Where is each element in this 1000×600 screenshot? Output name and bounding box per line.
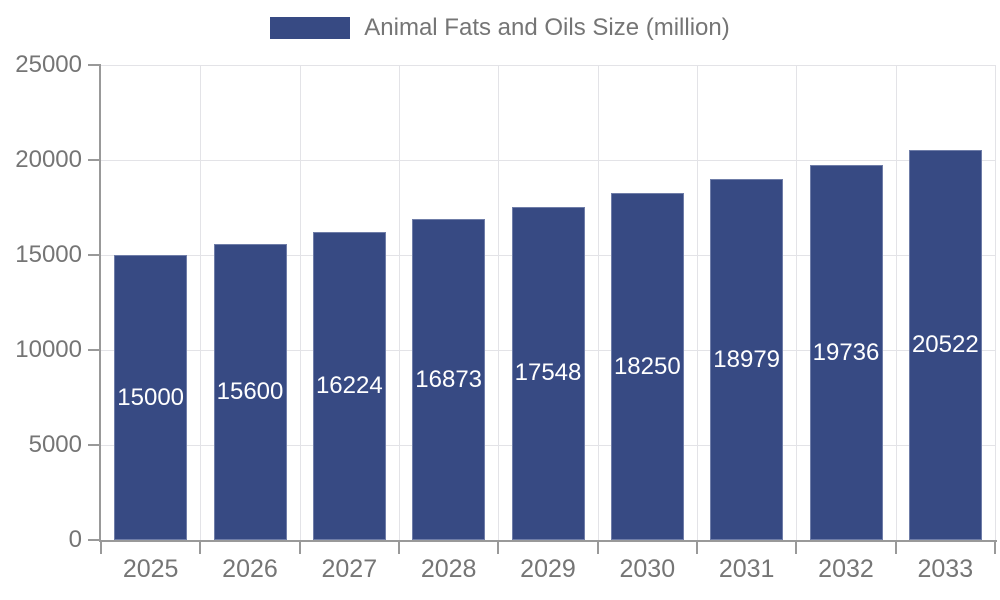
bar-value-label-2030: 18250 [613, 352, 681, 380]
x-axis-tick-label-2032: 2032 [818, 555, 874, 583]
x-axis-tick-label-2031: 2031 [718, 555, 775, 583]
legend-swatch-icon [270, 17, 351, 39]
x-axis-tick [596, 540, 599, 554]
gridline-vertical [597, 65, 599, 540]
gridline-vertical [299, 65, 301, 540]
x-axis-tick [497, 540, 500, 554]
x-axis-tick [795, 540, 798, 554]
bar-value-label-2032: 19736 [812, 338, 880, 366]
x-axis-tick [199, 540, 202, 554]
bar-2031[interactable]: 18979 [710, 179, 784, 540]
y-axis-tick-label-15000: 15000 [15, 241, 82, 268]
bar-2030[interactable]: 18250 [610, 193, 684, 540]
gridline-horizontal [101, 160, 995, 161]
bar-value-label-2026: 15600 [216, 377, 284, 405]
gridline-horizontal [101, 65, 995, 66]
gridline-vertical [796, 65, 798, 540]
x-axis-line [99, 540, 997, 542]
y-axis-tick [88, 539, 101, 541]
bar-2032[interactable]: 19736 [809, 165, 883, 540]
y-axis-tick-label-10000: 10000 [15, 336, 82, 363]
y-axis-tick-label-25000: 25000 [15, 51, 82, 78]
gridline-vertical [995, 65, 996, 540]
y-axis-tick [88, 444, 101, 446]
gridline-vertical [697, 65, 698, 540]
y-axis-tick-label-0: 0 [68, 526, 82, 553]
x-axis-tick [298, 540, 301, 554]
bar-2025[interactable]: 15000 [114, 255, 188, 540]
bar-value-label-2029: 17548 [514, 359, 582, 387]
y-axis-line [99, 65, 101, 542]
x-axis-tick-label-2026: 2026 [222, 555, 278, 583]
x-axis-tick-label-2029: 2029 [520, 555, 576, 583]
y-axis-tick [88, 64, 101, 66]
x-axis-tick [398, 540, 400, 554]
gridline-vertical [895, 65, 897, 540]
bar-2026[interactable]: 15600 [213, 243, 287, 540]
bar-2033[interactable]: 20522 [908, 150, 982, 540]
y-axis-tick-label-5000: 5000 [28, 431, 82, 458]
legend[interactable]: Animal Fats and Oils Size (million) [0, 14, 1000, 42]
bar-2027[interactable]: 16224 [312, 231, 386, 540]
gridline-vertical [399, 65, 400, 540]
gridline-vertical [200, 65, 202, 540]
bar-value-label-2031: 18979 [713, 345, 781, 373]
legend-label: Animal Fats and Oils Size (million) [364, 14, 730, 41]
x-axis-tick-label-2025: 2025 [122, 555, 179, 583]
y-axis-tick [88, 159, 101, 161]
x-axis-tick-label-2027: 2027 [321, 555, 378, 583]
x-axis-tick-label-2033: 2033 [917, 555, 974, 583]
y-axis-tick-label-20000: 20000 [15, 146, 82, 173]
bar-value-label-2033: 20522 [911, 331, 979, 359]
x-axis-tick-label-2028: 2028 [420, 555, 477, 583]
x-axis-tick [696, 540, 698, 554]
bar-2029[interactable]: 17548 [511, 206, 585, 540]
bar-value-label-2028: 16873 [415, 365, 483, 393]
bar-2028[interactable]: 16873 [412, 219, 486, 540]
bar-value-label-2027: 16224 [315, 371, 383, 399]
x-axis-tick-label-2030: 2030 [619, 555, 676, 583]
y-axis-tick [88, 349, 101, 351]
x-axis-tick [894, 540, 897, 554]
x-axis-tick [100, 540, 102, 554]
gridline-vertical [498, 65, 500, 540]
x-axis-tick [994, 540, 996, 554]
y-axis-tick [88, 254, 101, 256]
bar-value-label-2025: 15000 [117, 383, 185, 411]
